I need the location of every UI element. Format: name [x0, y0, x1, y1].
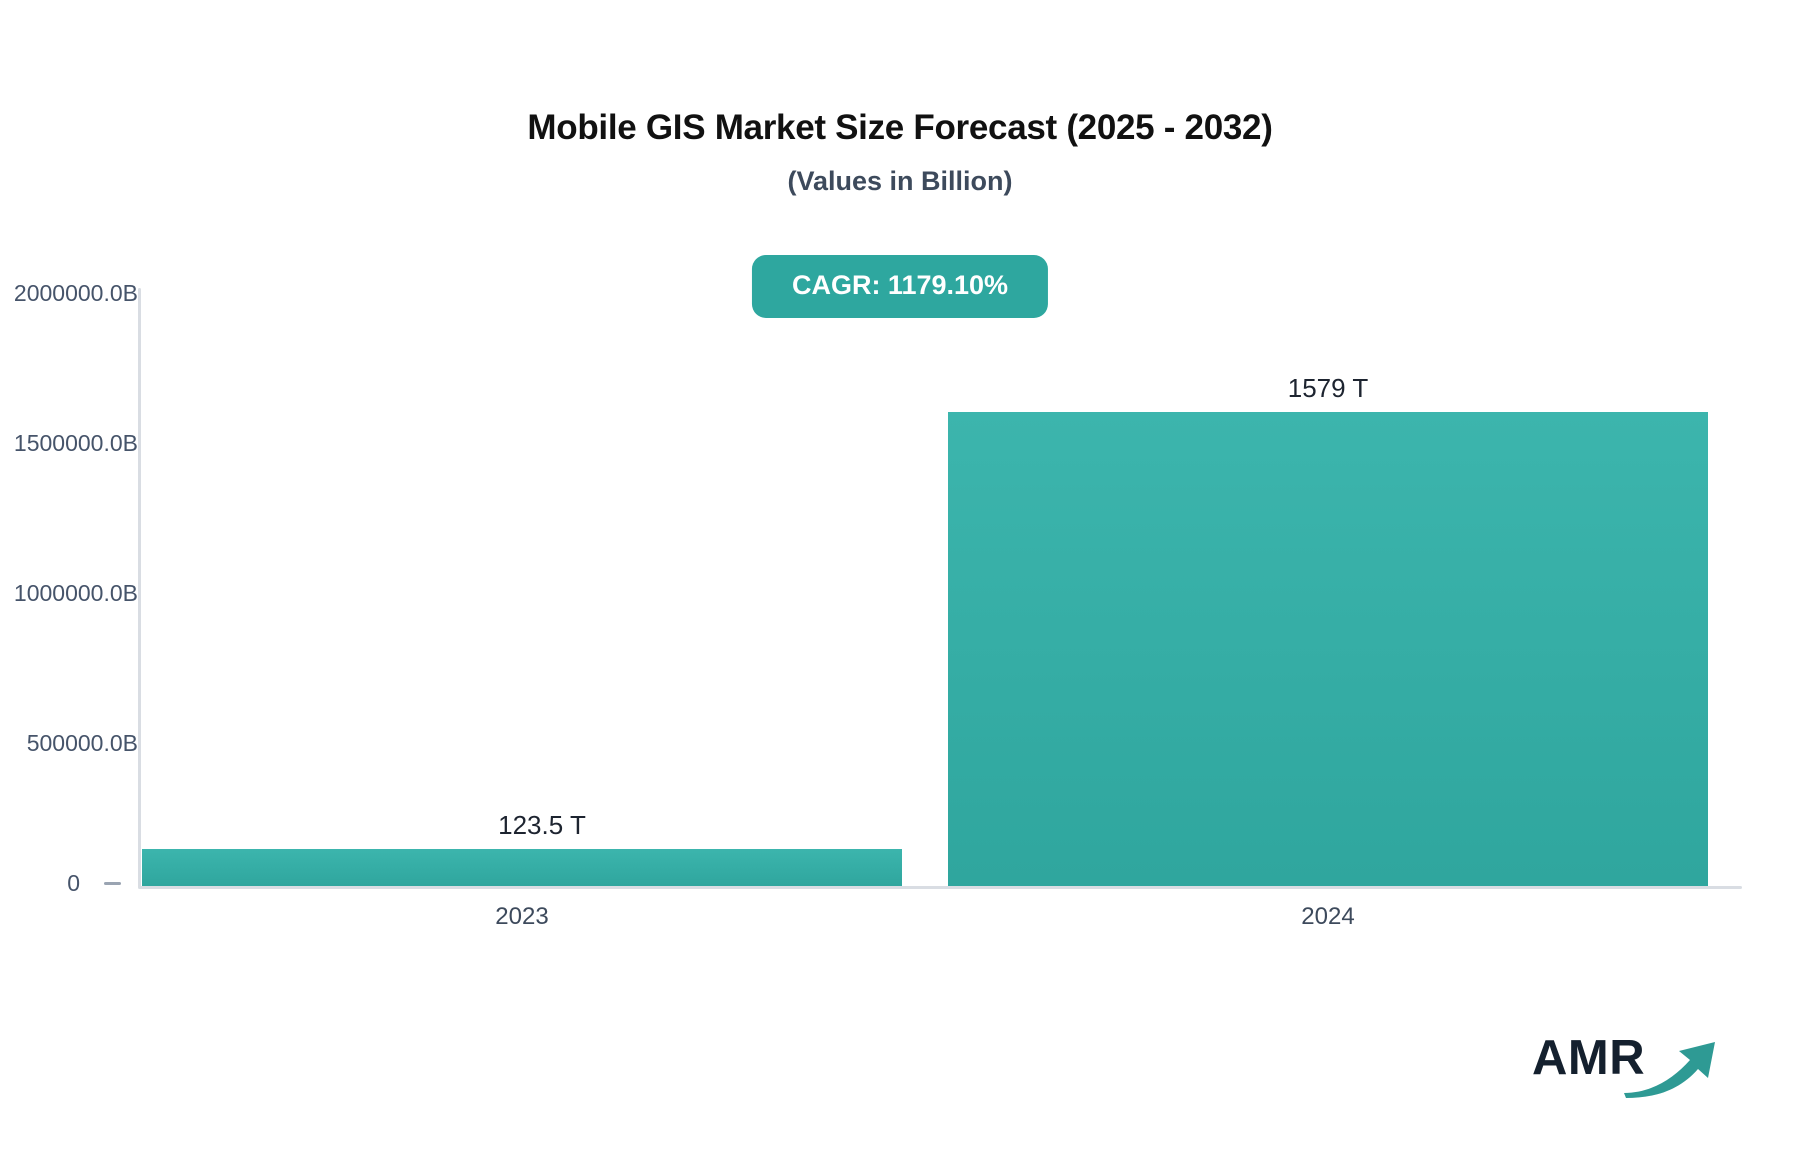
- chart-header: Mobile GIS Market Size Forecast (2025 - …: [0, 108, 1800, 197]
- bar-2024: [948, 412, 1708, 886]
- y-tick-label-500000: 500000.0B: [26, 730, 138, 756]
- y-tick-mark-0: [104, 882, 121, 885]
- y-tick-label-1000000: 1000000.0B: [13, 580, 138, 606]
- amr-logo-text: AMR: [1532, 1031, 1646, 1085]
- x-tick-label-2024: 2024: [1301, 903, 1355, 930]
- bar-value-label-2023: 123.5 T: [498, 810, 586, 840]
- y-tick-label-2000000: 2000000.0B: [13, 280, 138, 306]
- y-tick-label-0: 0: [67, 870, 80, 896]
- chart-subtitle: (Values in Billion): [787, 166, 1013, 197]
- bar-2023: [142, 849, 902, 886]
- x-tick-label-2023: 2023: [495, 903, 549, 930]
- cagr-badge: CAGR: 1179.10%: [751, 255, 1049, 318]
- x-axis-line: [138, 886, 1742, 889]
- y-tick-label-1500000: 1500000.0B: [13, 430, 138, 456]
- bar-value-label-2024: 1579 T: [1287, 373, 1369, 403]
- amr-logo: AMR: [1532, 1030, 1722, 1100]
- page-title: Mobile GIS Market Size Forecast (2025 - …: [527, 108, 1273, 147]
- growth-arrow-icon: [1620, 1036, 1720, 1103]
- y-axis-line: [138, 288, 141, 888]
